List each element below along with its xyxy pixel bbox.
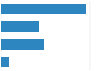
Bar — [1, 39, 44, 50]
Bar — [1, 4, 86, 14]
Bar — [1, 21, 39, 32]
Bar — [1, 57, 9, 67]
